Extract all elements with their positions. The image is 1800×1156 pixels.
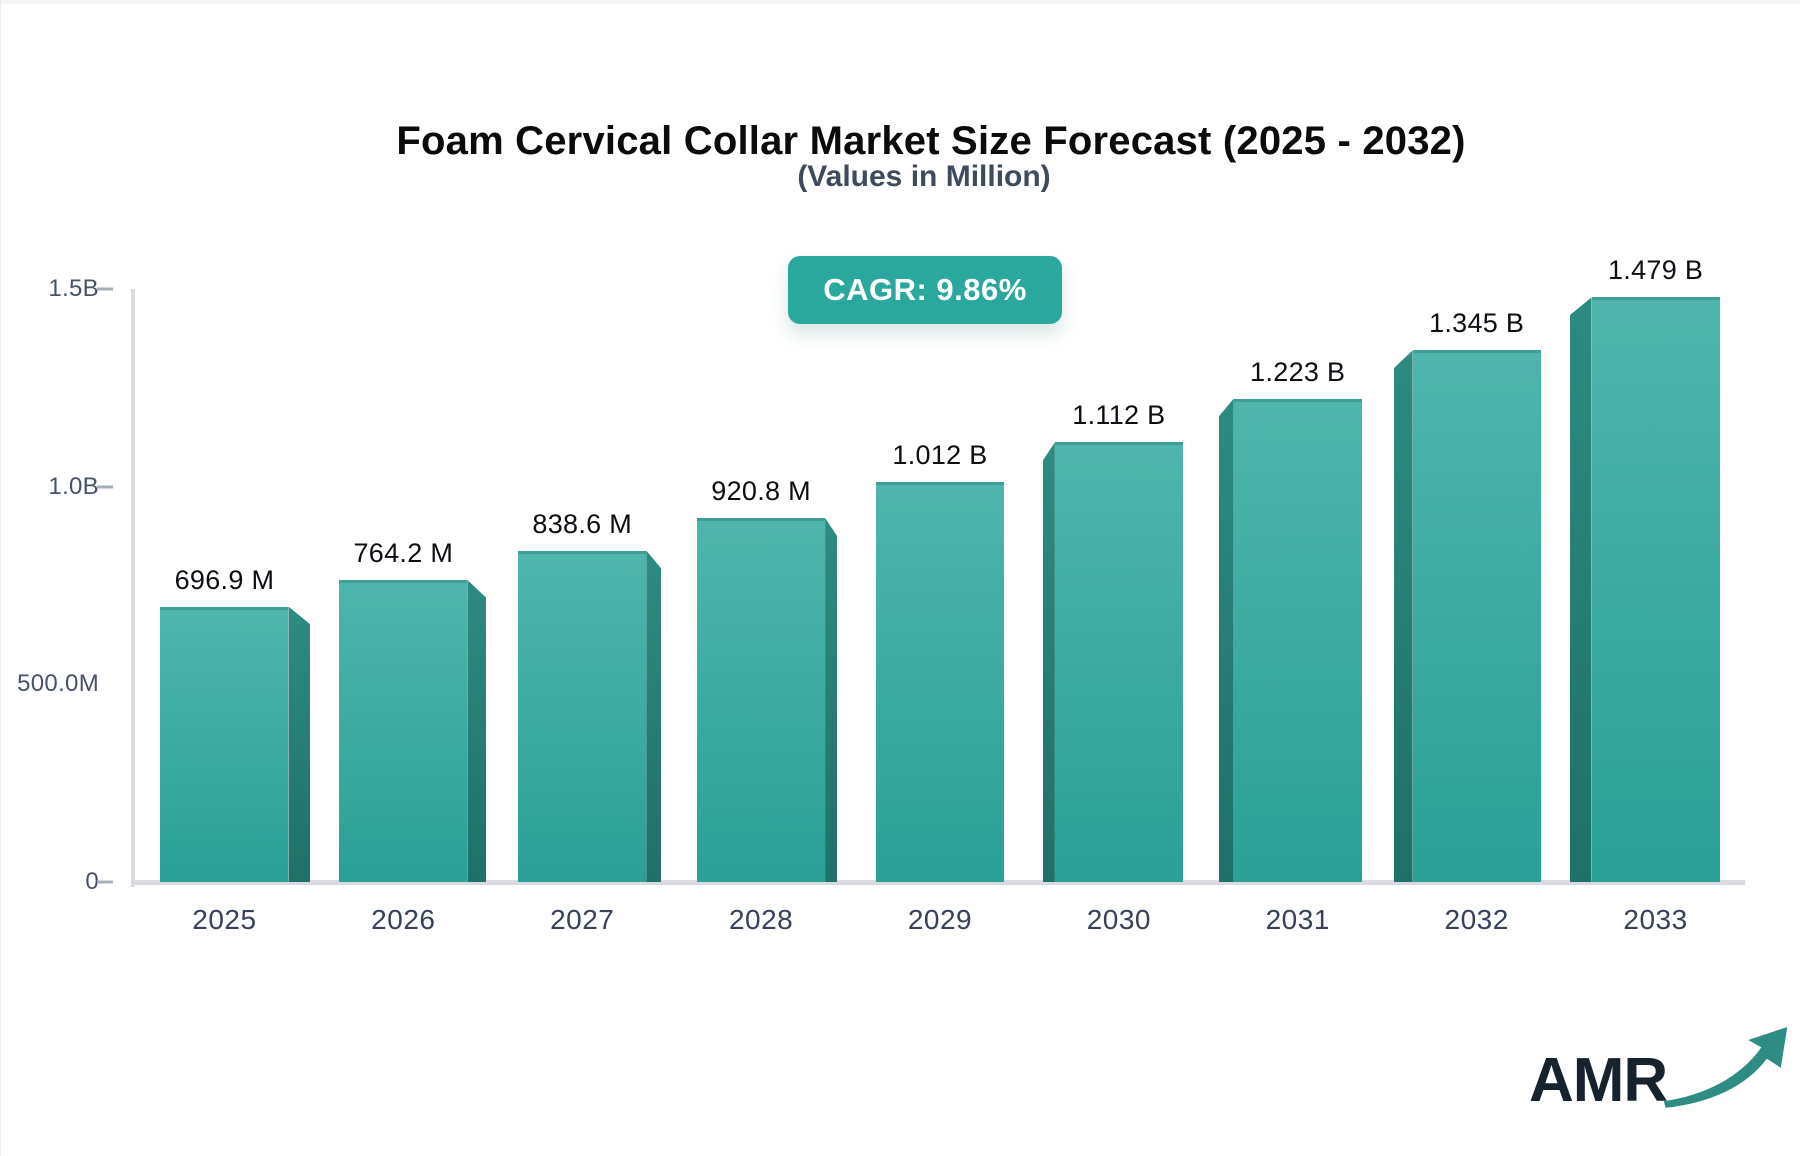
x-axis-line: [131, 880, 1745, 885]
y-tick-label-500.0M: 500.0M: [17, 670, 99, 698]
bar-value-label-2027: 838.6 M: [532, 508, 633, 539]
bar-side-2027: [646, 550, 662, 882]
y-tick-mark: [97, 485, 113, 489]
x-tick-label-2030: 2030: [1086, 904, 1152, 935]
bar-value-label-2030: 1.112 B: [1072, 400, 1166, 431]
brand-wordmark: AMR: [1529, 1046, 1668, 1115]
y-axis-line: [131, 289, 135, 887]
bar-value-label-2026: 764.2 M: [353, 537, 454, 568]
bar-side-2025: [288, 606, 311, 882]
bar-side-2030: [1042, 442, 1055, 882]
cagr-badge: CAGR: 9.86%: [788, 256, 1062, 324]
bar-side-2028: [825, 518, 838, 882]
bar-2032[interactable]: [1412, 350, 1541, 882]
x-tick-label-2033: 2033: [1623, 904, 1688, 935]
bar-value-label-2031: 1.223 B: [1250, 356, 1346, 387]
x-tick-label-2026: 2026: [371, 904, 436, 935]
y-tick-label-1.5B: 1.5B: [48, 275, 99, 303]
x-tick-label-2029: 2029: [907, 904, 973, 935]
bar-2026[interactable]: [339, 579, 468, 882]
bar-2025[interactable]: [160, 606, 289, 882]
bar-2031[interactable]: [1233, 398, 1362, 882]
bar-side-2031: [1218, 398, 1234, 882]
cagr-badge-label: CAGR: 9.86%: [823, 272, 1027, 307]
growth-arrow-icon: [1663, 1027, 1788, 1108]
chart-subtitle: (Values in Million): [797, 160, 1051, 193]
bar-value-label-2029: 1.012 B: [892, 439, 988, 470]
y-tick-mark: [97, 880, 113, 884]
bar-2030[interactable]: [1054, 442, 1183, 882]
bar-value-label-2033: 1.479 B: [1607, 255, 1704, 286]
y-tick-mark: [97, 287, 113, 291]
x-tick-label-2025: 2025: [192, 904, 257, 935]
bar-value-label-2032: 1.345 B: [1429, 308, 1525, 339]
y-tick-label-1.0B: 1.0B: [48, 472, 99, 500]
bar-value-label-2028: 920.8 M: [711, 476, 811, 506]
bar-2033[interactable]: [1591, 297, 1720, 882]
bar-2027[interactable]: [518, 550, 647, 882]
bar-2028[interactable]: [697, 518, 826, 882]
brand-logo: AMR: [1529, 1022, 1791, 1112]
x-tick-label-2028: 2028: [728, 904, 794, 935]
chart-title: Foam Cervical Collar Market Size Forecas…: [396, 118, 1466, 163]
page-top-strip: [1, 0, 1800, 4]
bar-side-2026: [467, 579, 487, 882]
x-tick-label-2027: 2027: [550, 904, 615, 935]
y-tick-label-0: 0: [85, 868, 99, 895]
bar-value-label-2025: 696.9 M: [174, 564, 275, 595]
bar-side-2032: [1393, 350, 1413, 882]
bar-2029[interactable]: [876, 481, 1004, 882]
x-tick-label-2032: 2032: [1444, 904, 1509, 935]
bar-side-2033: [1569, 297, 1592, 882]
x-tick-label-2031: 2031: [1265, 904, 1330, 935]
